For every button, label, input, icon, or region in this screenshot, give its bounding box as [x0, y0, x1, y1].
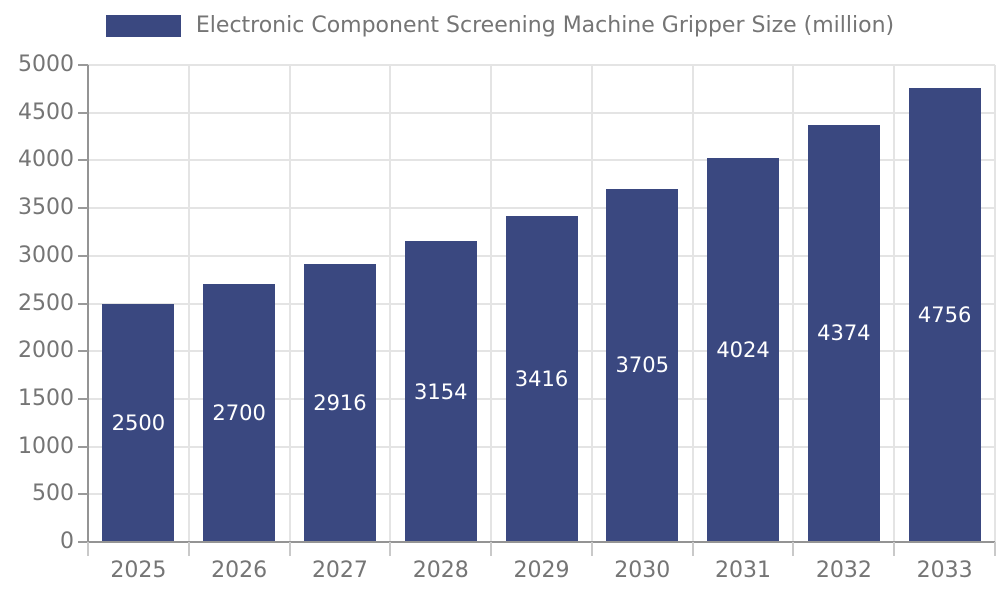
bar: 3416 — [505, 216, 578, 542]
x-tick-label: 2029 — [513, 558, 570, 583]
bar-value-label: 4756 — [917, 303, 972, 328]
h-gridline — [88, 207, 995, 210]
legend: Electronic Component Screening Machine G… — [0, 14, 1000, 38]
h-gridline — [88, 159, 995, 162]
y-tick-label: 1000 — [18, 433, 74, 459]
bar: 3154 — [404, 241, 477, 542]
x-tick — [187, 542, 190, 556]
y-tick — [78, 254, 88, 257]
x-tick-label: 2032 — [815, 558, 872, 583]
y-tick — [78, 493, 88, 496]
x-tick-label: 2033 — [916, 558, 973, 583]
x-tick-label: 2026 — [211, 558, 268, 583]
x-tick — [994, 542, 996, 556]
bar: 4374 — [807, 124, 880, 542]
bar: 4756 — [908, 88, 981, 542]
x-tick — [389, 542, 392, 556]
x-tick-label: 2030 — [614, 558, 671, 583]
x-tick — [691, 542, 694, 556]
bar: 3705 — [606, 188, 679, 542]
y-tick-label: 4000 — [18, 147, 74, 173]
bar-value-label: 4024 — [716, 338, 770, 363]
y-tick-label: 0 — [60, 529, 74, 554]
y-axis-line — [87, 65, 89, 544]
y-tick-label: 5000 — [18, 52, 74, 77]
y-tick-label: 2500 — [18, 290, 74, 316]
x-tick-label: 2031 — [715, 558, 772, 583]
x-tick — [792, 542, 795, 556]
x-tick-label: 2027 — [311, 558, 368, 583]
y-tick — [78, 207, 88, 210]
y-tick-label: 2000 — [18, 338, 74, 364]
x-tick — [490, 542, 493, 556]
y-tick — [78, 111, 88, 114]
y-tick — [78, 541, 88, 543]
bar: 4024 — [707, 158, 780, 542]
v-gridline — [288, 65, 291, 542]
bar: 2500 — [102, 303, 175, 542]
x-tick — [590, 542, 593, 556]
v-gridline — [187, 65, 190, 542]
v-gridline — [389, 65, 392, 542]
x-tick-label: 2028 — [412, 558, 469, 583]
v-gridline — [490, 65, 493, 542]
y-tick-label: 3000 — [18, 242, 74, 268]
bar-value-label: 3154 — [413, 379, 468, 404]
x-tick — [87, 542, 89, 556]
h-gridline — [88, 111, 995, 114]
y-tick — [78, 64, 88, 66]
h-gridline — [88, 64, 995, 66]
y-tick-label: 500 — [32, 481, 74, 507]
y-tick-label: 3500 — [18, 195, 74, 221]
y-tick — [78, 159, 88, 162]
v-gridline — [590, 65, 593, 542]
legend-swatch — [105, 15, 181, 37]
bar-value-label: 2500 — [111, 410, 166, 435]
y-tick — [78, 302, 88, 305]
bar-value-label: 4374 — [817, 321, 871, 346]
x-tick-label: 2025 — [110, 558, 167, 583]
x-tick — [893, 542, 896, 556]
bar: 2916 — [303, 263, 376, 542]
v-gridline — [994, 65, 996, 542]
y-tick — [78, 397, 88, 400]
bar-value-label: 3705 — [615, 353, 669, 378]
bar-value-label: 3416 — [514, 367, 569, 392]
y-tick-label: 1500 — [18, 385, 74, 411]
x-axis-line — [78, 541, 995, 543]
y-tick — [78, 445, 88, 448]
y-tick-label: 4500 — [18, 99, 74, 125]
y-tick — [78, 350, 88, 353]
bar-value-label: 2916 — [313, 390, 367, 415]
v-gridline — [691, 65, 694, 542]
bar: 2700 — [203, 284, 276, 542]
legend-label: Electronic Component Screening Machine G… — [195, 13, 895, 38]
v-gridline — [792, 65, 795, 542]
bar-value-label: 2700 — [212, 401, 266, 426]
v-gridline — [893, 65, 896, 542]
x-tick — [288, 542, 291, 556]
